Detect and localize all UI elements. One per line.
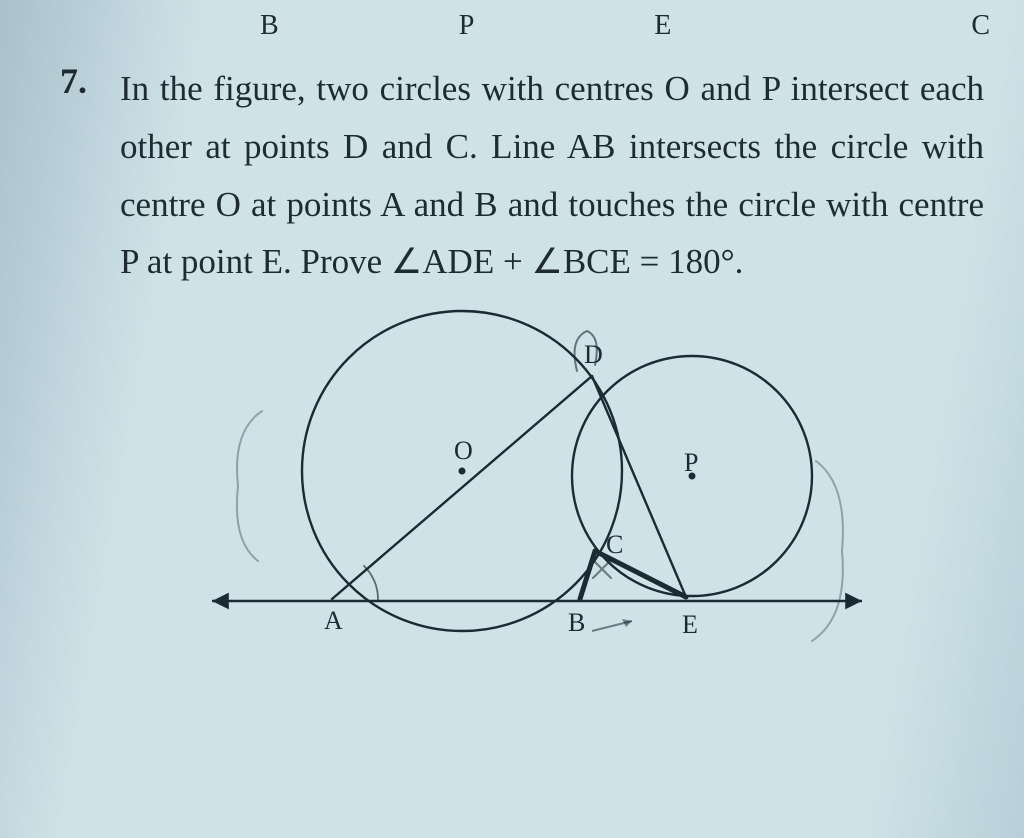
label-b: B (568, 608, 585, 637)
segment-AD (332, 376, 592, 599)
top-label-e: E (654, 10, 671, 42)
top-label-row: B P E C (60, 10, 984, 42)
label-d: D (584, 340, 603, 369)
label-p: P (684, 448, 698, 477)
figure-wrap: A B E D C O P (60, 301, 984, 681)
geometry-figure: A B E D C O P (162, 301, 882, 681)
top-label-b: B (260, 10, 279, 42)
tick-c-icon (593, 560, 611, 578)
label-a: A (324, 606, 343, 635)
question-text: In the figure, two circles with centres … (120, 60, 984, 291)
question-number: 7. (60, 60, 120, 102)
top-label-c: C (971, 10, 990, 42)
top-label-p: P (459, 10, 475, 42)
question-row: 7. In the figure, two circles with centr… (60, 60, 984, 291)
label-c: C (606, 530, 623, 559)
page-root: B P E C 7. In the figure, two circles wi… (0, 0, 1024, 838)
label-e: E (682, 610, 698, 639)
brace-right-icon (812, 461, 843, 641)
brace-left-icon (237, 411, 262, 561)
label-o: O (454, 436, 473, 465)
arrow-right-icon (845, 593, 862, 610)
arrow-left-icon (212, 593, 229, 610)
point-o (459, 468, 466, 475)
